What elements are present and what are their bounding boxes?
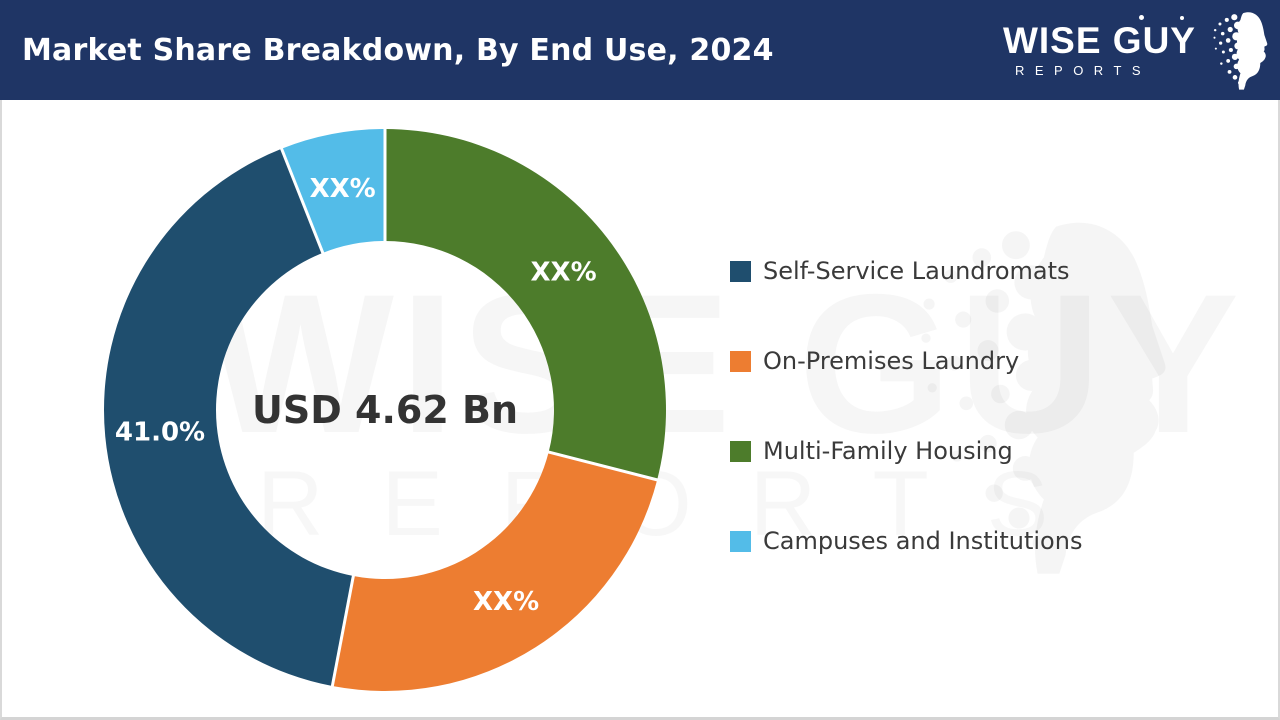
page-title: Market Share Breakdown, By End Use, 2024 bbox=[22, 32, 774, 68]
legend-label: Self-Service Laundromats bbox=[763, 257, 1070, 285]
legend-label: Multi-Family Housing bbox=[763, 437, 1013, 465]
donut-segment bbox=[385, 129, 667, 480]
legend-item-campuses-and-institutions: Campuses and Institutions bbox=[730, 525, 1082, 557]
brand-logo-text: WISE GUY REPORTS bbox=[1002, 15, 1196, 78]
wise-guy-face-icon bbox=[1213, 12, 1268, 90]
donut-segment bbox=[332, 452, 658, 691]
logo-dot bbox=[1139, 15, 1144, 20]
brand-logo: WISE GUY REPORTS bbox=[1003, 9, 1280, 91]
legend-item-self-service-laundromats: Self-Service Laundromats bbox=[730, 255, 1082, 287]
logo-dot bbox=[1180, 16, 1184, 20]
legend-swatch-navy bbox=[730, 260, 751, 282]
brand-name: WISE GUY bbox=[1002, 20, 1196, 61]
legend-label: On-Premises Laundry bbox=[763, 347, 1020, 375]
donut-chart: XX% XX% 41.0% XX% USD 4.62 Bn bbox=[104, 127, 667, 691]
chart-legend: Self-Service Laundromats On-Premises Lau… bbox=[730, 255, 1082, 615]
segment-value-label: XX% bbox=[530, 257, 596, 287]
legend-swatch-sky bbox=[730, 530, 751, 552]
segment-value-label: XX% bbox=[310, 174, 376, 204]
center-value-label: USD 4.62 Bn bbox=[252, 388, 518, 432]
brand-subtitle: REPORTS bbox=[1014, 63, 1152, 78]
donut-segment bbox=[281, 129, 385, 253]
legend-swatch-orange bbox=[730, 350, 751, 372]
header-bar: Market Share Breakdown, By End Use, 2024… bbox=[0, 0, 1280, 100]
legend-item-on-premises-laundry: On-Premises Laundry bbox=[730, 345, 1082, 377]
donut-segment bbox=[104, 148, 354, 687]
chart-panel: WISE GUY REPORTS XX% XX% 41.0% XX% USD 4.62… bbox=[0, 100, 1280, 720]
legend-label: Campuses and Institutions bbox=[763, 527, 1083, 555]
segment-separators bbox=[279, 127, 660, 689]
donut-segments bbox=[104, 129, 667, 691]
legend-item-multi-family-housing: Multi-Family Housing bbox=[730, 435, 1082, 467]
segment-value-label: XX% bbox=[473, 587, 539, 617]
segment-labels: XX% XX% 41.0% XX% bbox=[115, 174, 597, 617]
legend-swatch-green bbox=[730, 440, 751, 462]
segment-value-label: 41.0% bbox=[115, 417, 205, 447]
